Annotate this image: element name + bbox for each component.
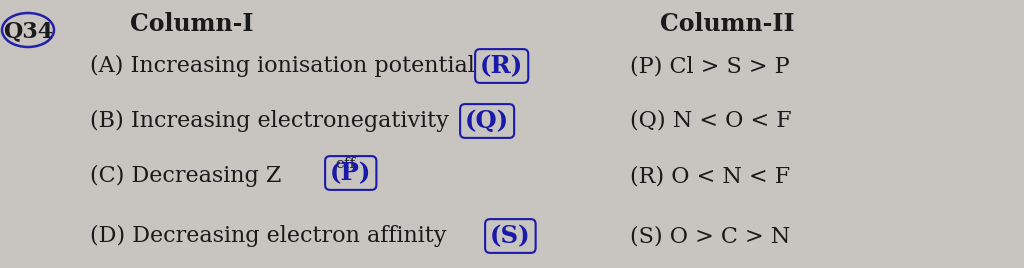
Text: (Q): (Q): [465, 109, 509, 133]
Text: (Q) N < O < F: (Q) N < O < F: [630, 110, 792, 132]
Text: (S) O > C > N: (S) O > C > N: [630, 225, 791, 247]
Text: (P) Cl > S > P: (P) Cl > S > P: [630, 55, 790, 77]
Text: eff: eff: [335, 157, 355, 171]
Text: (A) Increasing ionisation potential: (A) Increasing ionisation potential: [90, 55, 475, 77]
Text: (P): (P): [330, 161, 372, 185]
Text: (R) O < N < F: (R) O < N < F: [630, 165, 791, 187]
Text: (S): (S): [490, 224, 530, 248]
Text: (R): (R): [480, 54, 523, 78]
Text: (D) Decreasing electron affinity: (D) Decreasing electron affinity: [90, 225, 446, 247]
Text: Column-I: Column-I: [130, 12, 254, 36]
Text: Column-II: Column-II: [660, 12, 795, 36]
Text: Q34: Q34: [3, 20, 53, 42]
Text: (B) Increasing electronegativity: (B) Increasing electronegativity: [90, 110, 449, 132]
Text: (C) Decreasing Z: (C) Decreasing Z: [90, 165, 282, 187]
